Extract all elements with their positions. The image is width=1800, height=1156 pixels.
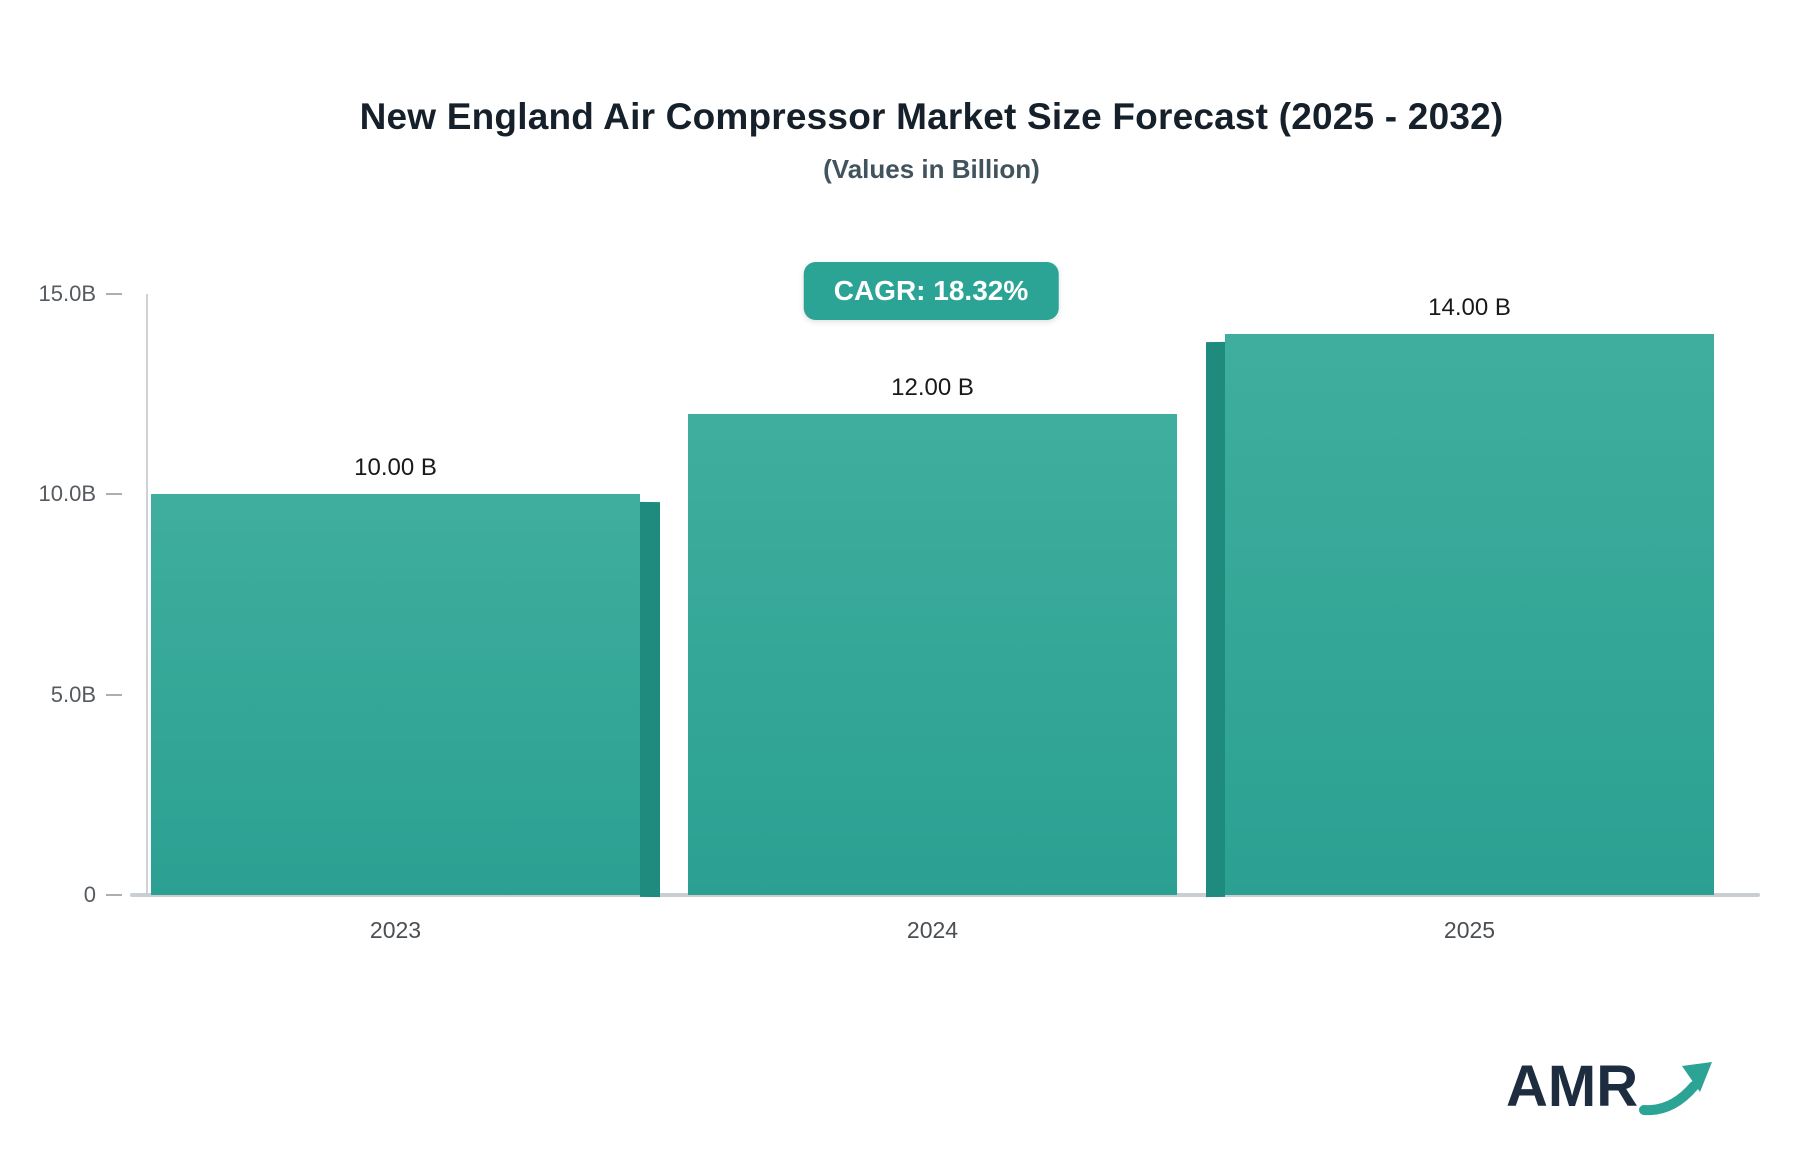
chart-header: New England Air Compressor Market Size F… xyxy=(148,96,1715,185)
bar-x-label: 2023 xyxy=(369,917,422,943)
bar-value-label: 10.00 B xyxy=(354,454,437,481)
chart-subtitle: (Values in Billion) xyxy=(823,154,1040,184)
y-tick: 5.0B xyxy=(51,682,122,708)
x-axis-line xyxy=(130,893,1760,897)
bar xyxy=(688,414,1177,895)
y-tick-dash xyxy=(106,894,122,896)
amr-logo-arrowhead-icon xyxy=(1682,1062,1712,1092)
amr-logo: AMR xyxy=(1504,1040,1724,1130)
y-tick: 0 xyxy=(84,882,122,908)
bar xyxy=(151,494,640,895)
chart-title: New England Air Compressor Market Size F… xyxy=(359,96,1504,137)
amr-logo-text: AMR xyxy=(1506,1054,1638,1119)
bar-x-label: 2024 xyxy=(906,917,959,943)
cagr-badge: CAGR: 18.32% xyxy=(803,262,1059,320)
y-tick: 15.0B xyxy=(38,281,122,307)
bar xyxy=(1225,334,1714,895)
bar-group: 10.00 B 2023 xyxy=(151,294,640,943)
plot-area: 15.0B 10.0B 5.0B 0 10.00 B 2023 12.00 B 2024 14… xyxy=(39,281,1760,943)
y-tick-label: 5.0B xyxy=(50,681,96,707)
amr-logo-arrow-icon xyxy=(1639,1081,1699,1116)
y-tick-dash xyxy=(106,293,122,295)
y-tick-label: 0 xyxy=(83,882,96,907)
bar-group: 12.00 B 2024 xyxy=(688,294,1177,943)
y-tick-dash xyxy=(106,493,122,496)
bar-value-label: 12.00 B xyxy=(891,374,974,401)
y-tick-label: 10.0B xyxy=(38,481,97,507)
amr-logo-graphic: AMR xyxy=(1506,1054,1712,1119)
y-tick-label: 15.0B xyxy=(38,281,97,306)
bar-group: 14.00 B 2025 xyxy=(1225,294,1714,943)
y-axis-line xyxy=(146,294,148,895)
y-tick: 10.0B xyxy=(38,481,122,507)
y-tick-dash xyxy=(106,693,122,696)
bar-value-label: 14.00 B xyxy=(1428,294,1511,321)
bar-x-label: 2025 xyxy=(1443,917,1496,943)
